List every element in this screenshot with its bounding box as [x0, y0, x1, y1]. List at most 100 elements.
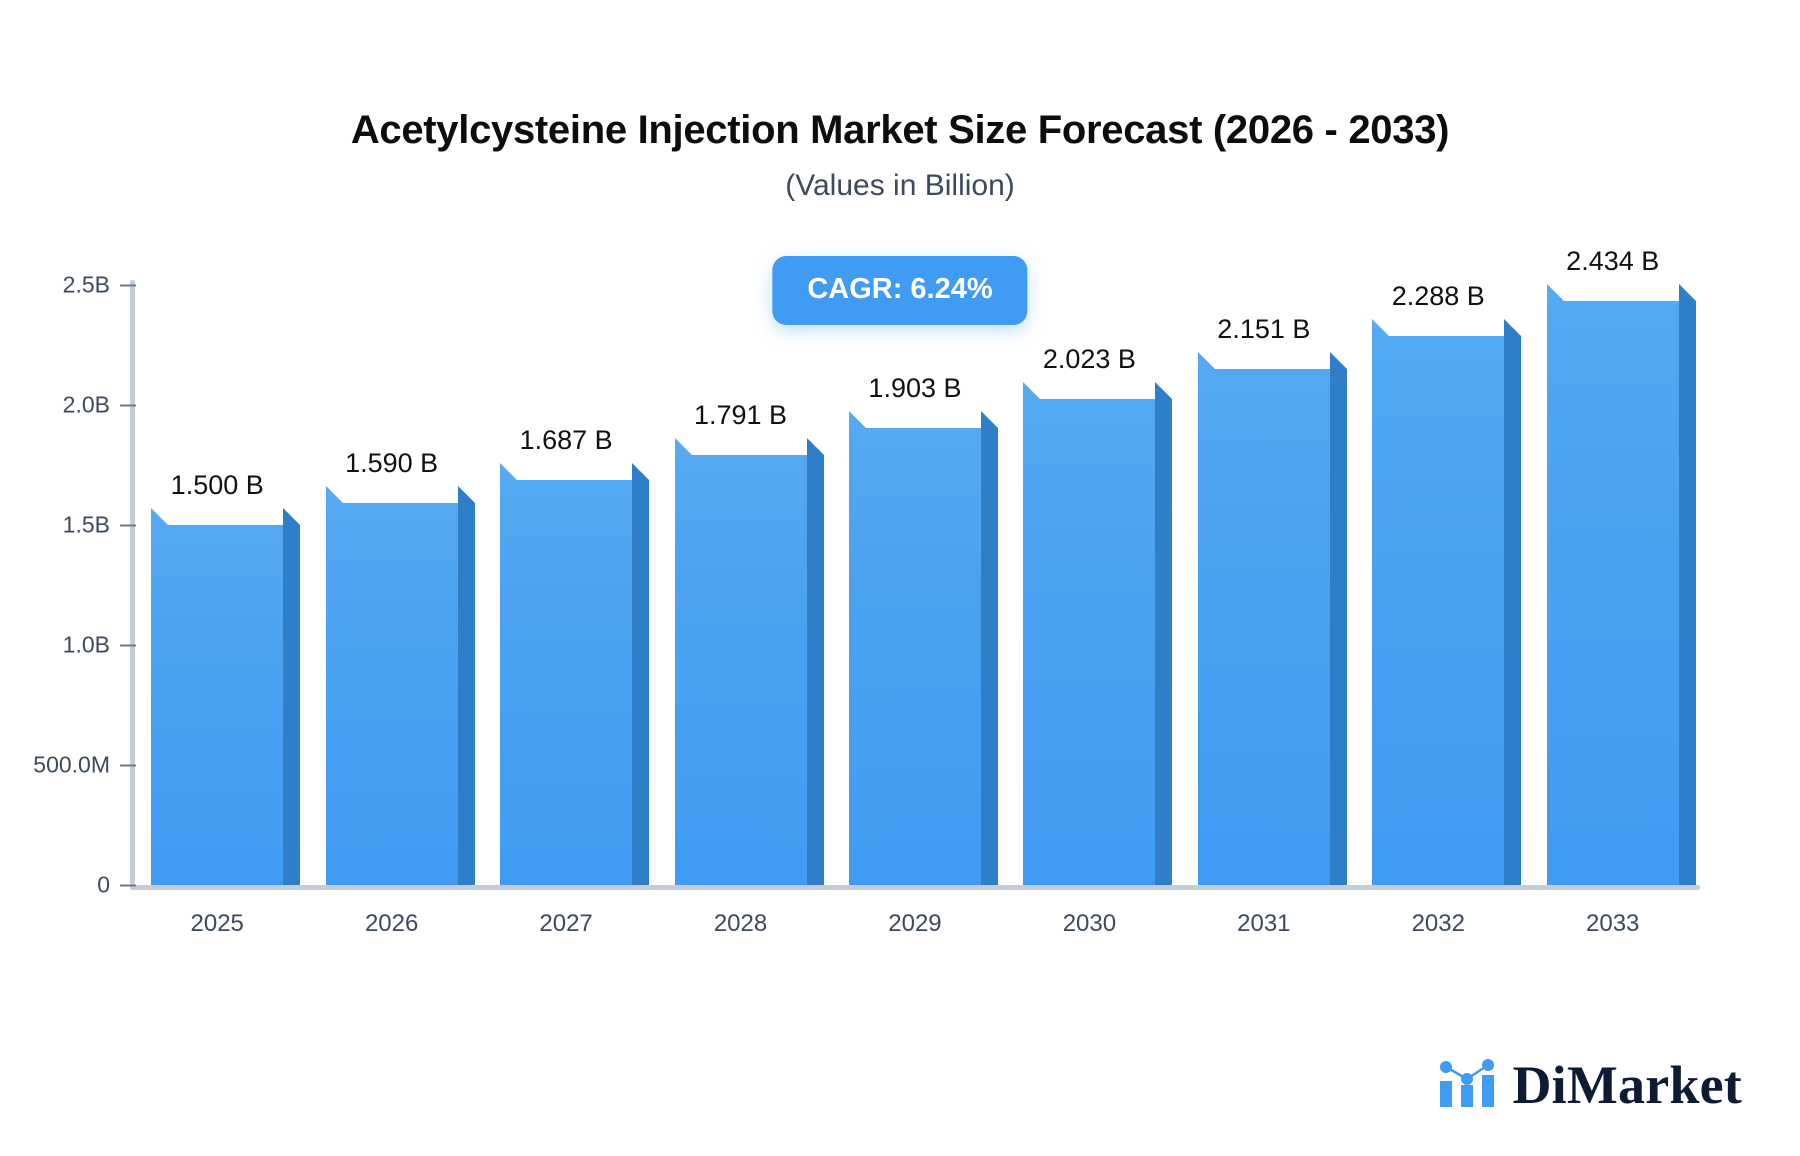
y-axis-tick-label: 1.0B — [62, 631, 110, 658]
bar-side-face — [283, 525, 301, 885]
bar[interactable]: 2.288 B — [1372, 281, 1522, 885]
x-axis-label: 2029 — [888, 910, 942, 937]
bar[interactable]: 2.151 B — [1197, 314, 1347, 885]
bar-front-face — [1372, 335, 1505, 885]
bar-top-face — [848, 411, 866, 429]
bar-slot: 1.791 B — [654, 285, 828, 885]
y-axis-tick-mark — [120, 524, 136, 526]
bar-side-bevel — [806, 438, 824, 456]
bar-value-label: 1.687 B — [519, 425, 613, 456]
bar-value-label: 1.903 B — [868, 373, 962, 404]
bar[interactable]: 2.023 B — [1023, 344, 1173, 885]
y-axis-tick-label: 1.5B — [62, 511, 110, 538]
plot-area: 2.5B 2.0B 1.5B 1.0B 500.0M 0 1.500 B 1.590 B 1.… — [33, 246, 1700, 898]
bar-front-face — [1546, 300, 1679, 885]
bar-chart-logo-icon — [1436, 1055, 1498, 1114]
x-axis-label: 2031 — [1237, 910, 1291, 937]
bar-value-label: 2.151 B — [1217, 313, 1311, 344]
bar-top-face — [500, 463, 518, 481]
bar-value-label: 2.434 B — [1566, 245, 1660, 276]
bar-top-face — [1372, 318, 1390, 336]
x-axis-label: 2032 — [1411, 910, 1465, 937]
bar-side-bevel — [1155, 382, 1173, 400]
bar-value-label: 2.288 B — [1391, 280, 1485, 311]
bar-slot: 1.590 B — [305, 285, 479, 885]
bar[interactable]: 1.590 B — [325, 448, 475, 885]
chart-subtitle: (Values in Billion) — [785, 169, 1015, 202]
bar-front-face — [1023, 399, 1156, 885]
x-axis-label: 2033 — [1586, 910, 1640, 937]
bar[interactable]: 1.791 B — [674, 400, 824, 885]
x-axis-labels: 2025 2026 2027 2028 2029 2030 2031 2032 2033 — [130, 910, 1700, 938]
bar-front-face — [151, 525, 284, 885]
bar-top-face — [1546, 283, 1564, 301]
y-axis-tick: 500.0M — [0, 751, 136, 779]
bar-top-face — [151, 508, 169, 525]
x-axis-label: 2026 — [364, 910, 419, 937]
bar[interactable]: 1.687 B — [500, 425, 650, 885]
y-axis-tick-label: 0 — [97, 871, 110, 898]
bar-side-face — [1155, 399, 1173, 885]
y-axis-tick: 2.5B — [0, 271, 136, 299]
logo-text: DiMarket — [1512, 1054, 1742, 1115]
bar-value-label: 1.500 B — [170, 470, 264, 500]
bar-top-face — [674, 438, 692, 456]
bar-slot: 1.903 B — [828, 285, 1002, 885]
bar-top-face — [325, 486, 343, 504]
bar-side-face — [457, 503, 475, 885]
bar-slot: 2.434 B — [1526, 246, 1700, 885]
bar-value-label: 1.590 B — [345, 448, 439, 479]
dimarket-logo: DiMarket — [1436, 1055, 1742, 1114]
x-axis-line — [130, 885, 1700, 890]
y-axis-tick: 2.0B — [0, 391, 136, 419]
bar[interactable]: 2.434 B — [1546, 246, 1696, 885]
x-axis-label: 2028 — [713, 910, 768, 937]
page-title: Acetylcysteine Injection Market Size For… — [350, 108, 1450, 152]
y-axis-tick-label: 2.5B — [62, 271, 110, 298]
bar-front-face — [325, 503, 458, 885]
y-axis-tick: 0 — [0, 871, 136, 899]
y-axis-tick-mark — [120, 404, 136, 406]
bar-slot: 2.151 B — [1177, 285, 1351, 885]
bar-side-bevel — [1329, 351, 1347, 369]
bar-side-face — [632, 480, 650, 885]
bar-side-bevel — [1504, 318, 1522, 336]
bar-side-bevel — [632, 463, 650, 481]
bar-front-face — [674, 455, 807, 885]
bar-slot: 2.288 B — [1351, 281, 1525, 885]
bar-series: 1.500 B 1.590 B 1.687 B 1.791 B 1.903 B 2.023… — [130, 246, 1700, 885]
bar-side-bevel — [457, 486, 475, 504]
bar-side-bevel — [1678, 283, 1696, 301]
bar-side-face — [1329, 368, 1347, 885]
bar[interactable]: 1.500 B — [151, 470, 301, 885]
bar-slot: 1.500 B — [130, 285, 304, 885]
y-axis-tick-label: 2.0B — [62, 391, 110, 418]
bar-side-face — [980, 428, 998, 885]
y-axis-tick-mark — [120, 764, 136, 766]
bar-side-face — [806, 455, 824, 885]
bar-front-face — [1197, 368, 1330, 885]
bar-front-face — [848, 428, 981, 885]
bar-slot: 1.687 B — [479, 285, 653, 885]
bar-side-face — [1678, 300, 1696, 885]
y-axis-tick: 1.0B — [0, 631, 136, 659]
chart-header: Acetylcysteine Injection Market Size For… — [0, 108, 1800, 202]
y-axis-line — [130, 280, 135, 885]
y-axis-tick-mark — [120, 884, 136, 886]
bar-value-label: 2.023 B — [1042, 344, 1136, 375]
bar-value-label: 1.791 B — [693, 400, 788, 431]
y-axis-tick-mark — [120, 644, 136, 646]
bar-top-face — [1197, 351, 1215, 369]
bar-side-face — [1504, 335, 1522, 885]
bar[interactable]: 1.903 B — [848, 373, 998, 885]
bar-side-bevel — [283, 508, 301, 525]
x-axis-label: 2025 — [190, 910, 244, 937]
y-axis-tick-label: 500.0M — [33, 751, 110, 778]
cagr-badge: CAGR: 6.24% — [772, 256, 1028, 325]
y-axis-tick: 1.5B — [0, 511, 136, 539]
y-axis-tick-mark — [120, 284, 136, 286]
bar-top-face — [1023, 382, 1041, 400]
bar-slot: 2.023 B — [1002, 285, 1176, 885]
x-axis-label: 2030 — [1062, 910, 1117, 937]
